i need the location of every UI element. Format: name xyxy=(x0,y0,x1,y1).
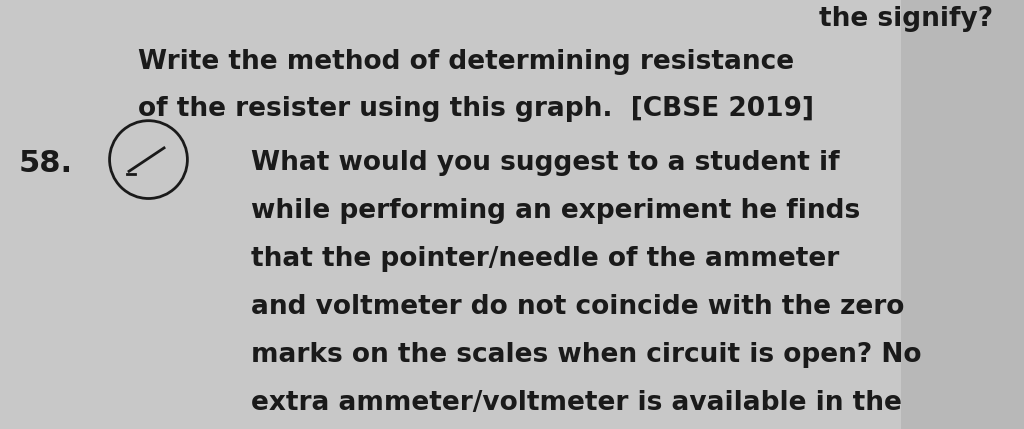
Text: the signify?: the signify? xyxy=(819,6,993,32)
Text: and voltmeter do not coincide with the zero: and voltmeter do not coincide with the z… xyxy=(251,294,904,320)
Text: extra ammeter/voltmeter is available in the: extra ammeter/voltmeter is available in … xyxy=(251,390,902,416)
Bar xyxy=(901,0,1024,429)
Text: of the resister using this graph.  [CBSE 2019]: of the resister using this graph. [CBSE … xyxy=(138,97,814,122)
Text: What would you suggest to a student if: What would you suggest to a student if xyxy=(251,150,840,176)
Text: 58.: 58. xyxy=(18,148,73,178)
Text: while performing an experiment he finds: while performing an experiment he finds xyxy=(251,198,860,224)
Text: Write the method of determining resistance: Write the method of determining resistan… xyxy=(138,49,795,75)
Text: marks on the scales when circuit is open? No: marks on the scales when circuit is open… xyxy=(251,342,922,368)
Text: that the pointer/needle of the ammeter: that the pointer/needle of the ammeter xyxy=(251,246,839,272)
